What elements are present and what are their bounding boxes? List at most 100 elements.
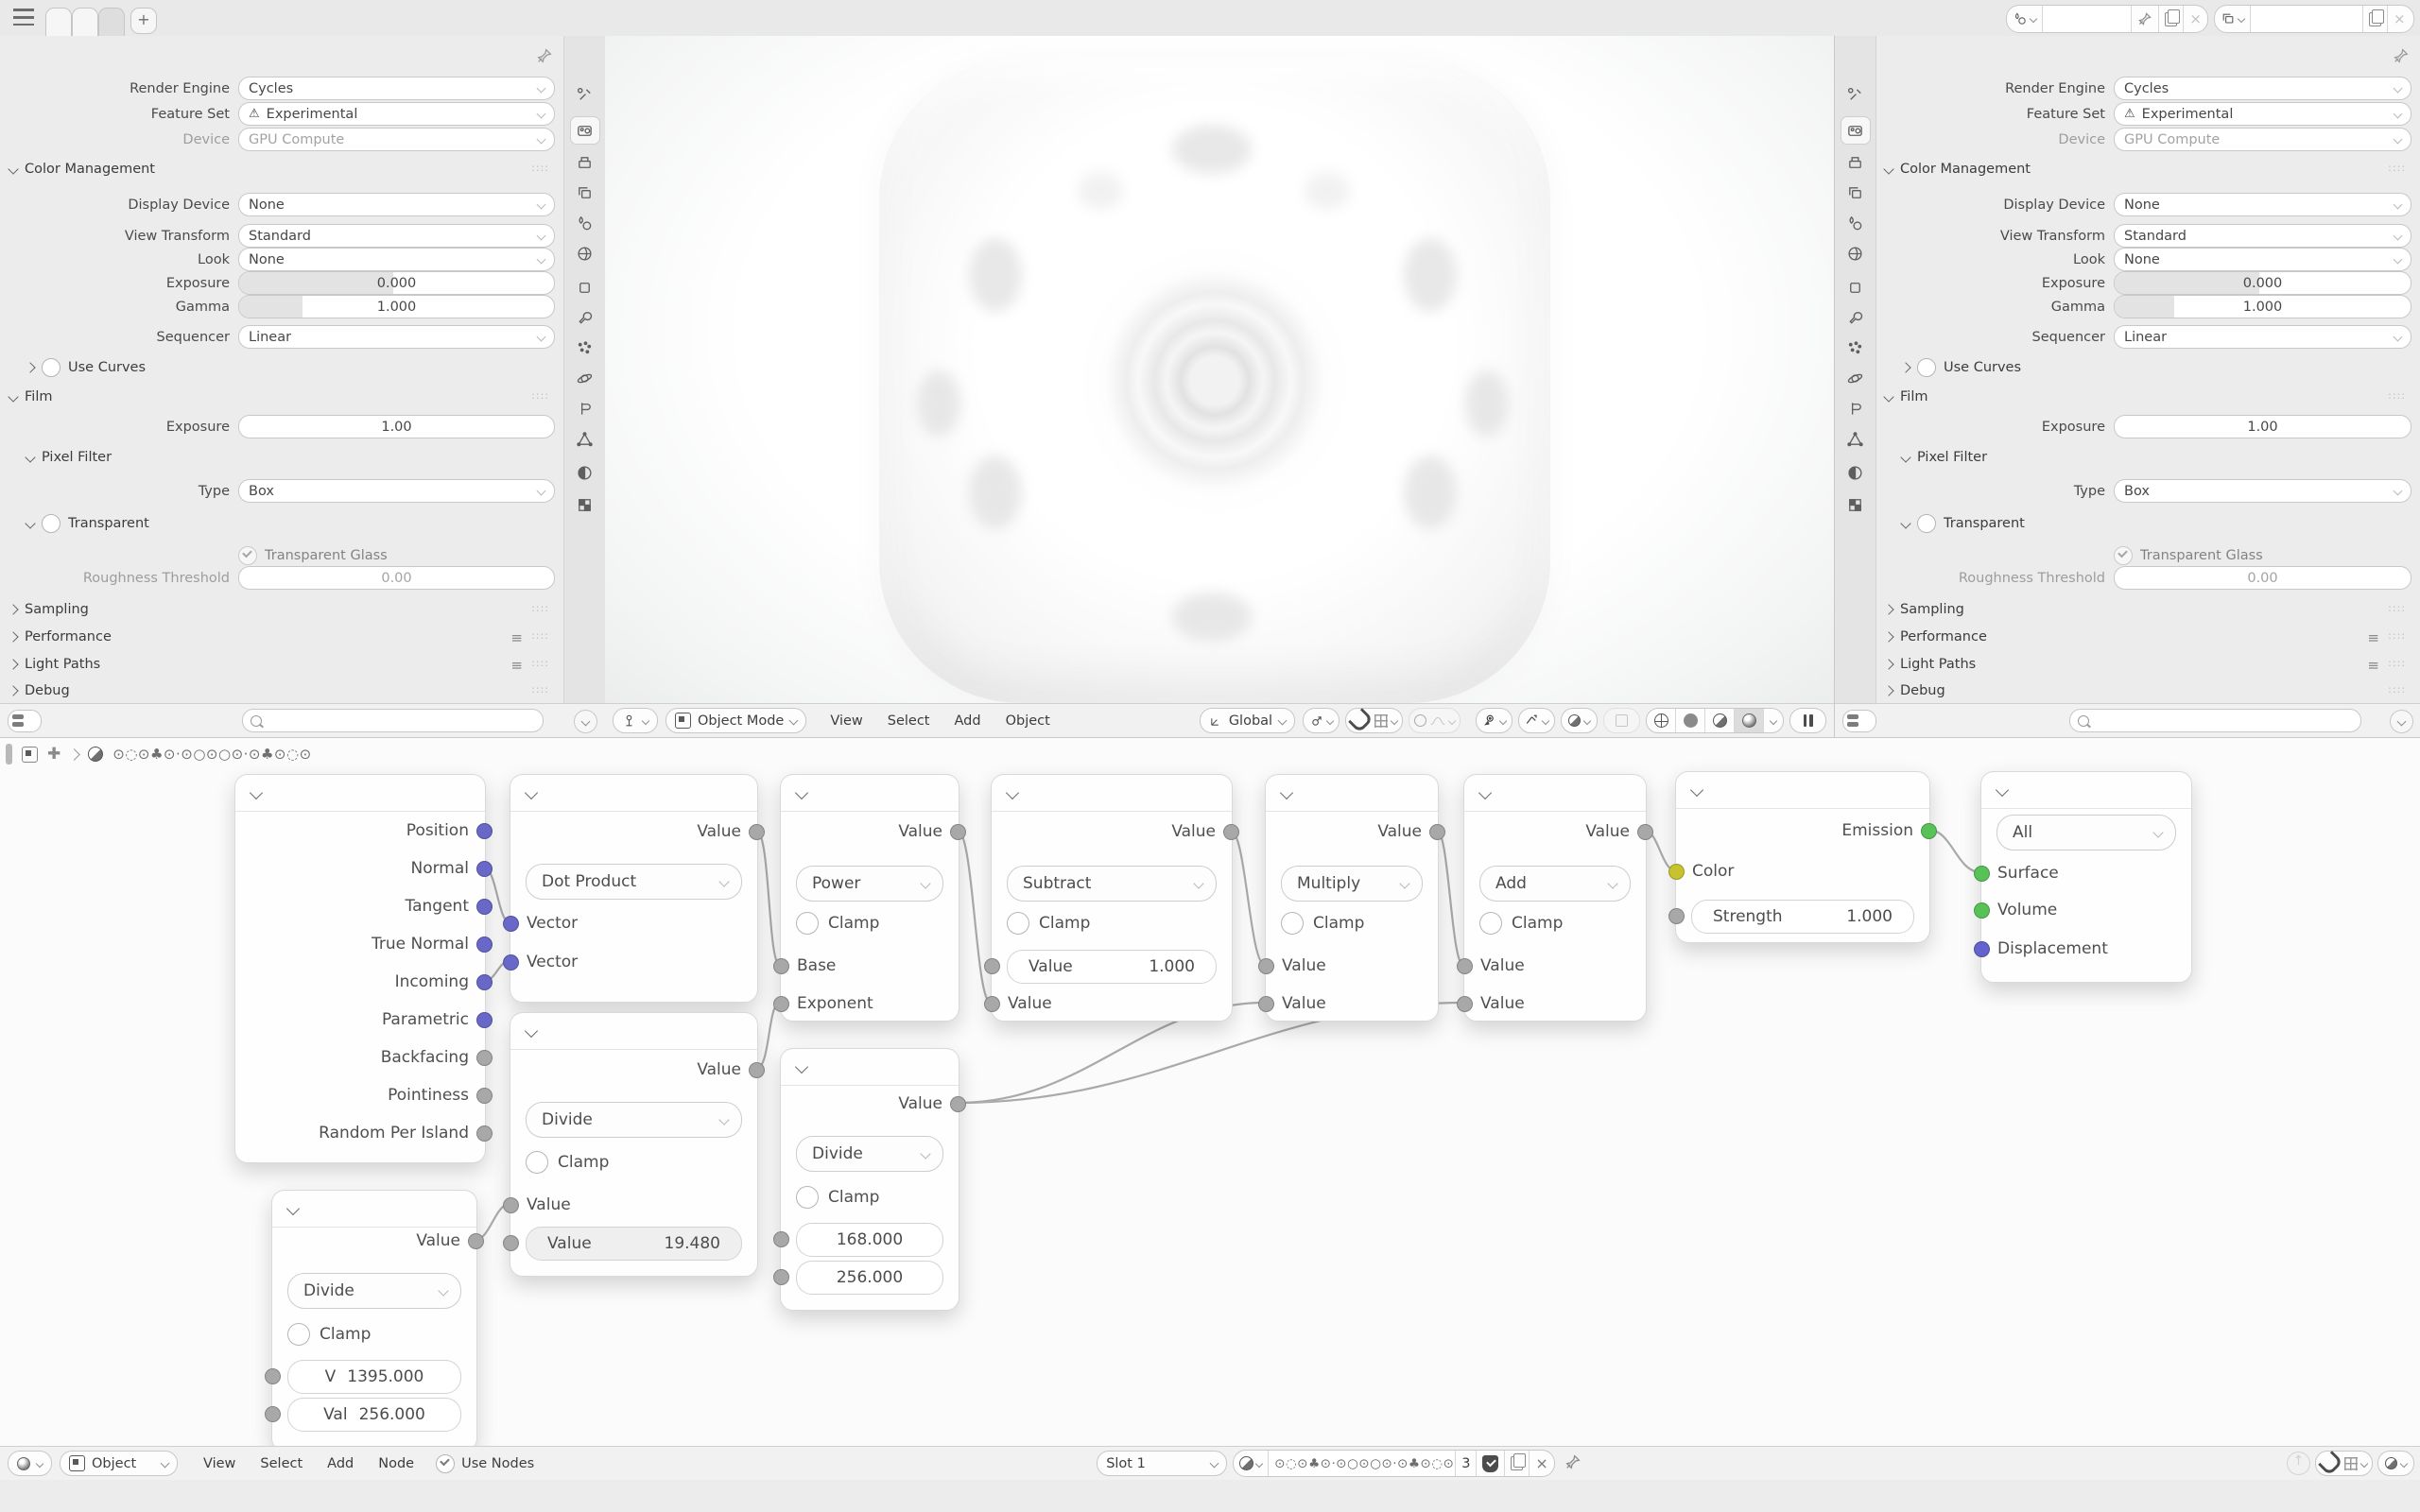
roughness-threshold-field[interactable]: 0.00 — [2114, 566, 2411, 590]
socket-value-in-1[interactable] — [1457, 958, 1473, 974]
menu-add[interactable]: Add — [327, 1455, 354, 1471]
exposure-slider[interactable]: 0.000 — [2114, 271, 2411, 295]
tab-tool[interactable] — [571, 81, 599, 108]
drag-dots-icon[interactable]: :::: — [531, 629, 549, 642]
film-exposure-field[interactable]: 1.00 — [2114, 415, 2411, 438]
clamp-row[interactable]: Clamp — [1281, 909, 1364, 937]
socket-base[interactable] — [773, 958, 789, 974]
mode-dropdown[interactable]: Object Mode — [666, 708, 807, 733]
socket-value-out[interactable] — [468, 1233, 484, 1249]
transparent-section[interactable]: Transparent — [25, 514, 149, 533]
drag-dots-icon[interactable]: :::: — [2388, 629, 2406, 642]
node-header[interactable] — [272, 1191, 476, 1228]
copy-icon[interactable] — [2159, 6, 2185, 32]
transparent-checkbox[interactable] — [1917, 514, 1936, 533]
presets-icon[interactable]: ≡ — [510, 657, 523, 674]
drag-dots-icon[interactable]: :::: — [531, 683, 549, 696]
add-workspace-button[interactable]: + — [130, 8, 157, 34]
film-section[interactable]: Film — [1883, 389, 1927, 404]
node-math-multiply[interactable]: Value Multiply Clamp Value Value — [1258, 774, 1445, 1022]
collapse-icon[interactable] — [1005, 785, 1020, 800]
properties-search-input[interactable] — [242, 709, 544, 732]
gamma-slider[interactable]: 1.000 — [238, 295, 555, 318]
socket-value-out[interactable] — [749, 1062, 765, 1078]
transparent-glass-checkbox[interactable] — [238, 546, 257, 565]
clamp-row[interactable]: Clamp — [526, 1148, 609, 1177]
clamp-row[interactable]: Clamp — [1479, 909, 1563, 937]
socket-surface[interactable] — [1974, 866, 1990, 882]
tab-object[interactable] — [571, 274, 599, 301]
tab-constraints[interactable] — [1841, 395, 1870, 421]
light-paths-section[interactable]: Light Paths — [8, 657, 100, 672]
roughness-threshold-field[interactable]: 0.00 — [238, 566, 555, 590]
operation-dropdown[interactable]: Multiply — [1281, 866, 1423, 902]
clamp-checkbox[interactable] — [287, 1323, 310, 1346]
properties-search-input[interactable] — [2069, 709, 2362, 732]
socket-exponent[interactable] — [773, 996, 789, 1012]
node-header[interactable] — [235, 775, 485, 812]
socket-strength[interactable] — [1668, 908, 1685, 924]
copy-icon[interactable] — [1505, 1451, 1530, 1476]
pixel-filter-section[interactable]: Pixel Filter — [25, 450, 112, 465]
workspace-tab-2[interactable] — [72, 8, 98, 37]
drag-dots-icon[interactable]: :::: — [2388, 657, 2406, 669]
socket-true-normal[interactable] — [476, 936, 493, 953]
socket-tangent[interactable] — [476, 899, 493, 915]
show-gizmo-button[interactable] — [1476, 708, 1512, 733]
tab-output[interactable] — [571, 149, 599, 176]
collapse-menu-button[interactable] — [2390, 710, 2413, 733]
tab-object-data[interactable] — [1841, 425, 1870, 452]
overlays-button[interactable] — [2377, 1451, 2414, 1476]
pin-icon[interactable] — [1564, 1453, 1582, 1474]
menu-node[interactable]: Node — [378, 1455, 415, 1471]
presets-icon[interactable]: ≡ — [510, 629, 523, 646]
clamp-checkbox[interactable] — [1007, 912, 1029, 935]
socket-vector-1[interactable] — [503, 916, 519, 932]
tab-scene[interactable] — [1841, 210, 1870, 236]
go-parent-tree-button[interactable] — [2287, 1452, 2310, 1475]
clamp-checkbox[interactable] — [796, 1186, 819, 1209]
sampling-section[interactable]: Sampling — [1883, 602, 1964, 617]
socket-parametric[interactable] — [476, 1012, 493, 1028]
collapse-icon[interactable] — [1995, 782, 2010, 798]
socket-normal[interactable] — [476, 861, 493, 877]
render-region-button[interactable] — [1603, 708, 1640, 733]
socket-emission-out[interactable] — [1921, 823, 1937, 839]
node-material-output[interactable]: All Surface Volume Displacement — [1974, 771, 2192, 983]
collapse-icon[interactable] — [1478, 785, 1493, 800]
transparent-section[interactable]: Transparent — [1900, 514, 2025, 533]
operation-dropdown[interactable]: Power — [796, 866, 943, 902]
clamp-checkbox[interactable] — [1479, 912, 1502, 935]
feature-set-dropdown[interactable]: ⚠ Experimental — [238, 102, 555, 126]
node-header[interactable] — [1266, 775, 1438, 812]
material-icon[interactable] — [1234, 1451, 1270, 1476]
tab-physics[interactable] — [1841, 365, 1870, 391]
collapse-icon[interactable] — [794, 785, 809, 800]
workspace-tab-3-active[interactable] — [98, 8, 125, 37]
operation-dropdown[interactable]: Subtract — [1007, 866, 1217, 902]
clamp-checkbox[interactable] — [1281, 912, 1304, 935]
tab-modifiers[interactable] — [571, 304, 599, 331]
value-field-1[interactable]: 168.000 — [796, 1223, 943, 1257]
operation-dropdown[interactable]: Dot Product — [526, 864, 742, 900]
tab-particles[interactable] — [1841, 335, 1870, 361]
pixel-filter-type-dropdown[interactable]: Box — [2114, 479, 2411, 503]
region-corner-handle[interactable] — [6, 744, 12, 765]
strength-field[interactable]: Strength 1.000 — [1691, 900, 1914, 934]
value-field-1[interactable]: V 1395.000 — [287, 1360, 461, 1394]
collapse-icon[interactable] — [524, 1023, 539, 1039]
clamp-row[interactable]: Clamp — [796, 1183, 879, 1211]
users-count-badge[interactable]: 3 — [1456, 1451, 1478, 1476]
render-engine-dropdown[interactable]: Cycles — [238, 77, 555, 100]
clamp-row[interactable]: Clamp — [287, 1320, 371, 1349]
menu-object[interactable]: Object — [1005, 713, 1050, 729]
use-curves-section[interactable]: Use Curves — [1900, 358, 2021, 377]
unlink-x-icon[interactable]: × — [1535, 1454, 1548, 1472]
proportional-editing-button[interactable] — [1409, 708, 1461, 733]
tab-view-layer[interactable] — [571, 180, 599, 206]
shader-node-editor[interactable]: ✚ ⊙◌⊙♣⊙·⊙○⊙○⊙·⊙♣⊙◌⊙ Position Normal Tang… — [0, 737, 2420, 1480]
tab-material[interactable] — [571, 459, 599, 486]
filter-toggle-icon[interactable] — [8, 709, 42, 732]
use-curves-checkbox[interactable] — [42, 358, 60, 377]
collapse-menu-button[interactable] — [574, 710, 597, 733]
